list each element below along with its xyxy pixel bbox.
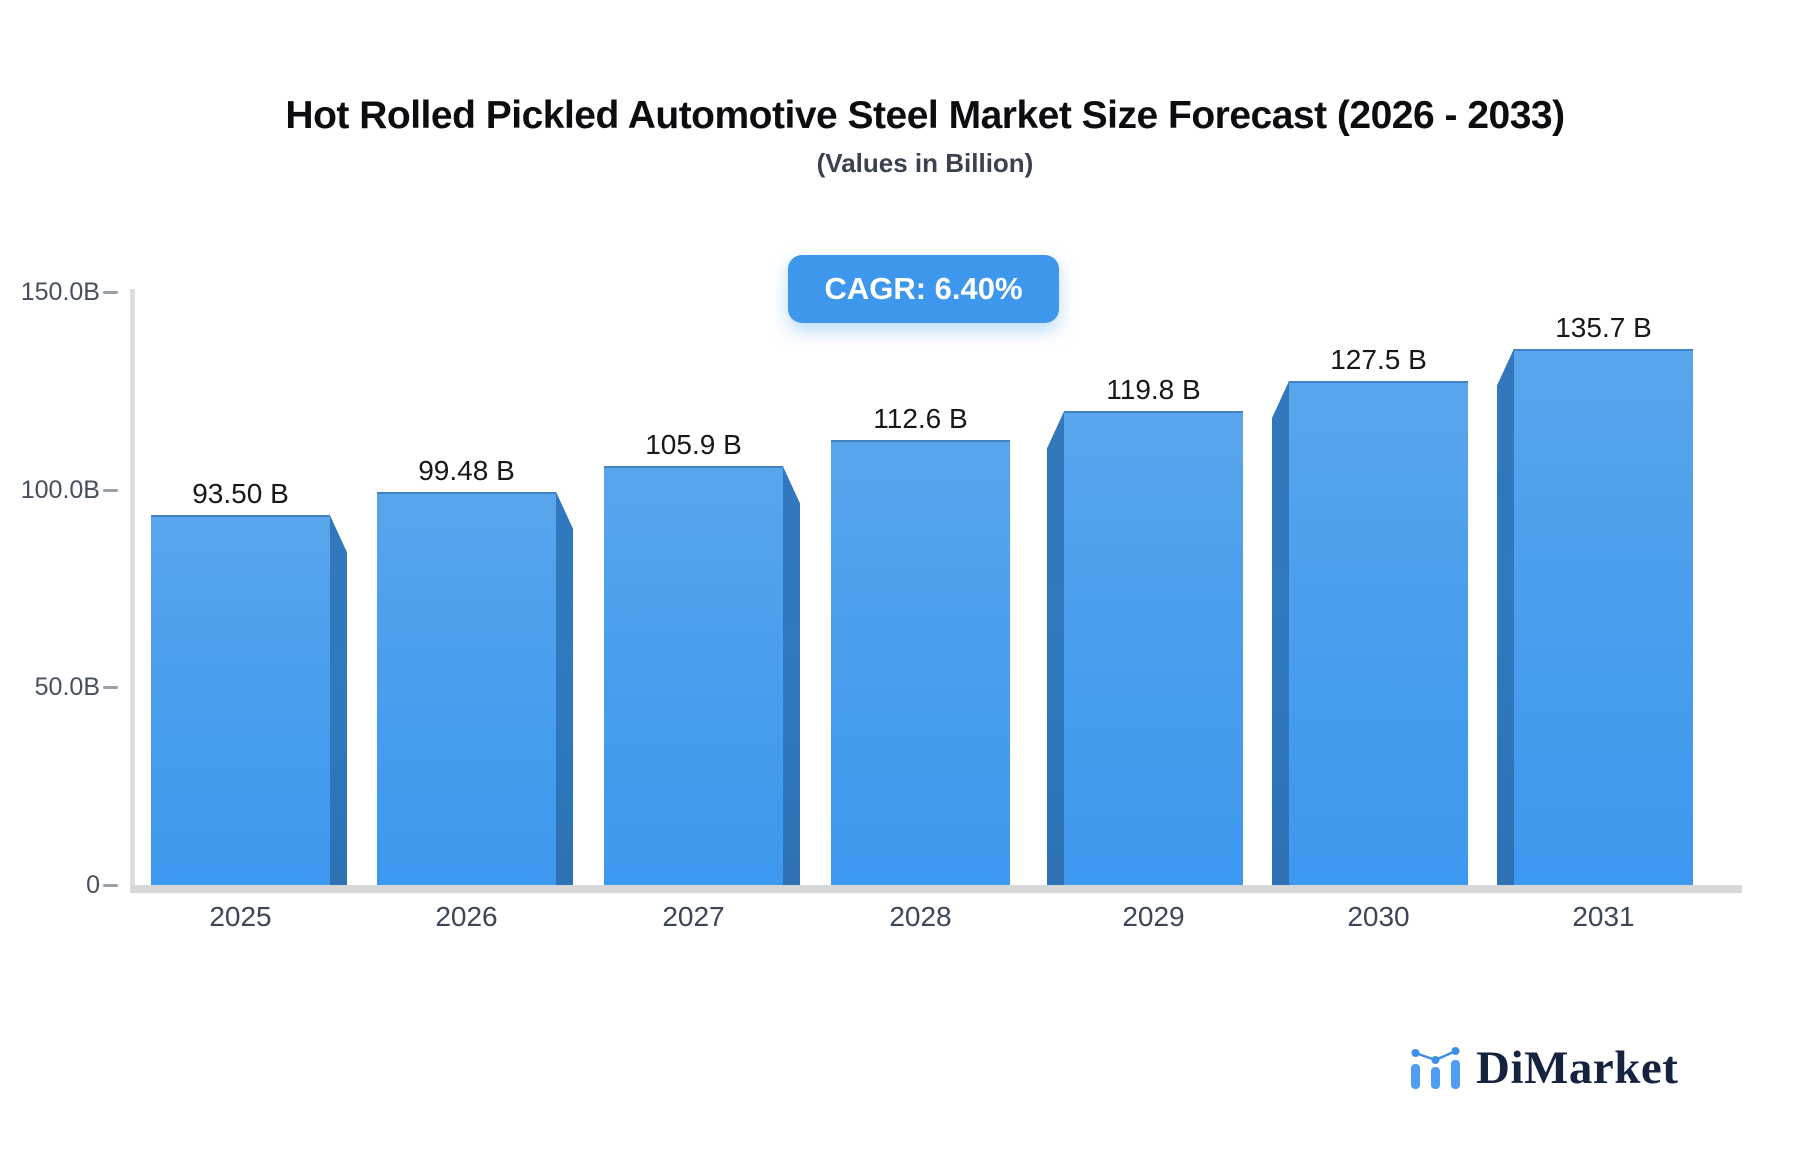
bar-side-face [1272,380,1289,885]
bar-2028[interactable] [831,439,1010,885]
y-tick-mark [103,291,118,294]
y-tick-label: 100.0B [20,475,100,504]
x-axis-label-2026: 2026 [435,901,498,932]
bar-value-label: 99.48 B [418,454,515,486]
y-axis-line [130,289,135,893]
bar-value-label: 105.9 B [645,429,742,461]
x-axis-label-2028: 2028 [889,901,952,932]
y-tick-label: 50.0B [34,673,100,702]
x-axis-baseline [130,885,1742,893]
bar-value-label: 112.6 B [873,402,968,434]
bar-value-label: 127.5 B [1330,343,1427,375]
bar-side-face [783,466,800,885]
bar-side-face [1047,411,1064,885]
x-axis-label-2025: 2025 [209,901,272,932]
bar-value-label: 119.8 B [1106,374,1201,406]
bar-2029[interactable] [1064,411,1243,885]
x-axis-label-2031: 2031 [1572,901,1635,932]
bar-side-face [330,515,347,885]
brand-name: DiMarket [1476,1042,1679,1094]
bar-value-label: 93.50 B [192,478,289,510]
mini-bar-chart-logo-icon [1411,1047,1460,1089]
brand-logo: DiMarket [1410,1042,1678,1094]
bar-2027[interactable] [604,466,783,885]
chart-subtitle: (Values in Billion) [816,148,1034,178]
bar-2031[interactable] [1514,348,1693,885]
bar-2030[interactable] [1289,380,1468,885]
bar-value-label: 135.7 B [1555,311,1652,343]
bar-2026[interactable] [377,491,556,885]
cagr-badge: CAGR: 6.40% [788,255,1059,323]
y-tick-label: 0 [86,871,100,899]
chart-title: Hot Rolled Pickled Automotive Steel Mark… [285,94,1565,137]
bar-2025[interactable] [151,515,330,885]
x-axis-label-2030: 2030 [1347,901,1410,932]
y-tick-mark [103,884,118,887]
bar-side-face [1497,348,1514,885]
y-tick-label: 150.0B [20,278,100,306]
y-tick-mark [103,686,118,690]
x-axis-label-2029: 2029 [1122,901,1185,932]
x-axis-label-2027: 2027 [662,901,725,932]
bar-side-face [556,491,573,885]
y-tick-mark [103,488,118,492]
